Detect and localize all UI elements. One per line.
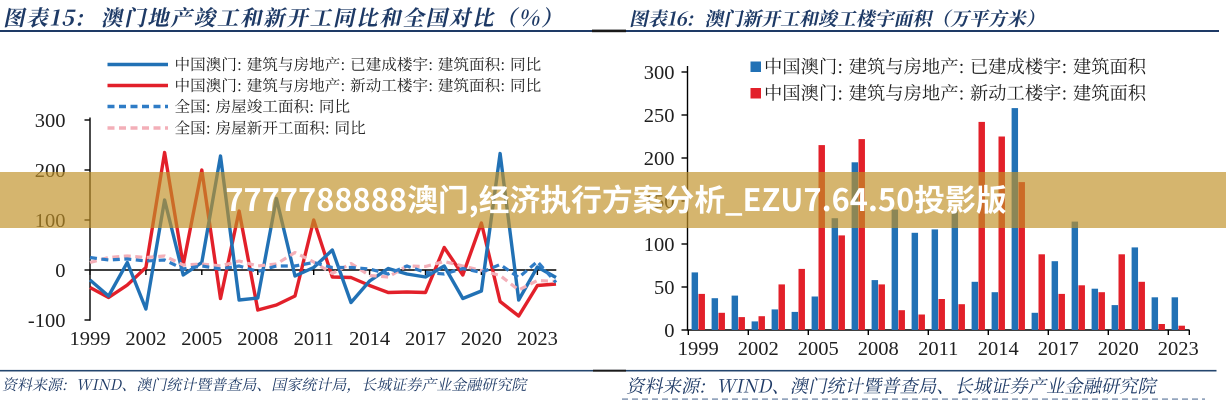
svg-text:2017: 2017 (1038, 338, 1079, 360)
svg-text:50: 50 (654, 277, 675, 299)
svg-text:1999: 1999 (678, 338, 719, 360)
svg-text:2008: 2008 (858, 338, 899, 360)
svg-text:100: 100 (644, 234, 675, 256)
svg-text:0: 0 (664, 320, 674, 342)
svg-text:1999: 1999 (70, 328, 111, 350)
svg-text:2005: 2005 (181, 328, 222, 350)
svg-text:-100: -100 (28, 310, 66, 332)
svg-text:2002: 2002 (125, 328, 166, 350)
svg-text:2023: 2023 (1158, 338, 1199, 360)
svg-text:250: 250 (644, 105, 675, 127)
svg-text:2023: 2023 (517, 328, 558, 350)
svg-text:2002: 2002 (738, 338, 779, 360)
svg-text:0: 0 (55, 260, 65, 282)
svg-text:2020: 2020 (1098, 338, 1139, 360)
svg-text:2008: 2008 (237, 328, 278, 350)
svg-text:2017: 2017 (405, 328, 446, 350)
svg-text:300: 300 (35, 110, 66, 132)
svg-text:2020: 2020 (461, 328, 502, 350)
svg-text:2011: 2011 (294, 328, 334, 350)
svg-text:2011: 2011 (918, 338, 958, 360)
svg-text:300: 300 (644, 62, 675, 84)
svg-text:2005: 2005 (798, 338, 839, 360)
svg-text:200: 200 (644, 148, 675, 170)
svg-text:2014: 2014 (349, 328, 390, 350)
svg-text:2014: 2014 (978, 338, 1019, 360)
